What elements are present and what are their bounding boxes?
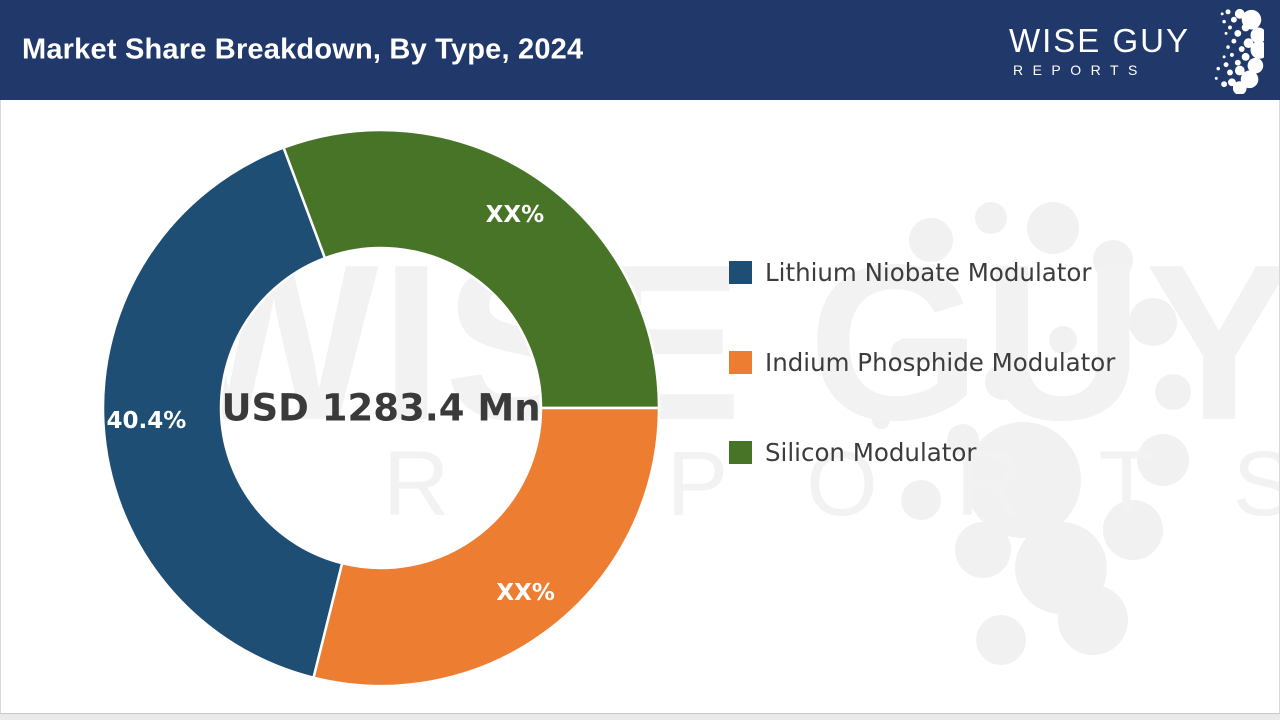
header-bar: Market Share Breakdown, By Type, 2024 WI… xyxy=(0,0,1280,100)
legend-swatch-icon xyxy=(729,440,752,464)
slice-percentage-label: XX% xyxy=(485,201,545,228)
legend-label: Indium Phosphide Modulator xyxy=(765,347,1116,377)
wiseguy-logo-subtitle: REPORTS xyxy=(1012,62,1147,78)
wiseguy-logo-text: WISE GUY REPORTS xyxy=(1009,22,1190,78)
donut-center-value: USD 1283.4 Mn xyxy=(221,386,541,430)
donut-slice xyxy=(101,146,344,679)
slice-percentage-label: 40.4% xyxy=(106,408,187,435)
wiseguy-logo-face-icon xyxy=(1214,8,1264,94)
legend-swatch-icon xyxy=(729,260,752,284)
legend-item-silicon: Silicon Modulator xyxy=(729,435,1115,469)
page-title: Market Share Breakdown, By Type, 2024 xyxy=(22,33,584,66)
legend-label: Silicon Modulator xyxy=(765,437,977,467)
donut-svg xyxy=(101,128,661,688)
legend-swatch-icon xyxy=(729,350,752,374)
donut-slice xyxy=(282,128,661,410)
legend-label: Lithium Niobate Modulator xyxy=(765,257,1092,287)
bottom-border xyxy=(0,713,1280,720)
chart-canvas: WISE GUY REPORTS XX% 40.4% XX% USD 1283.4 … xyxy=(0,100,1280,713)
donut-slice xyxy=(312,406,661,688)
wiseguy-logo: WISE GUY REPORTS xyxy=(1009,8,1264,94)
legend-item-lithium-niobate: Lithium Niobate Modulator xyxy=(729,255,1115,289)
chart-legend: Lithium Niobate Modulator Indium Phosphi… xyxy=(729,255,1115,469)
legend-item-indium-phosphide: Indium Phosphide Modulator xyxy=(729,345,1115,379)
slice-percentage-label: XX% xyxy=(496,580,555,607)
donut-chart: XX% 40.4% XX% USD 1283.4 Mn xyxy=(81,108,681,708)
wiseguy-logo-wordmark: WISE GUY xyxy=(1008,22,1190,59)
